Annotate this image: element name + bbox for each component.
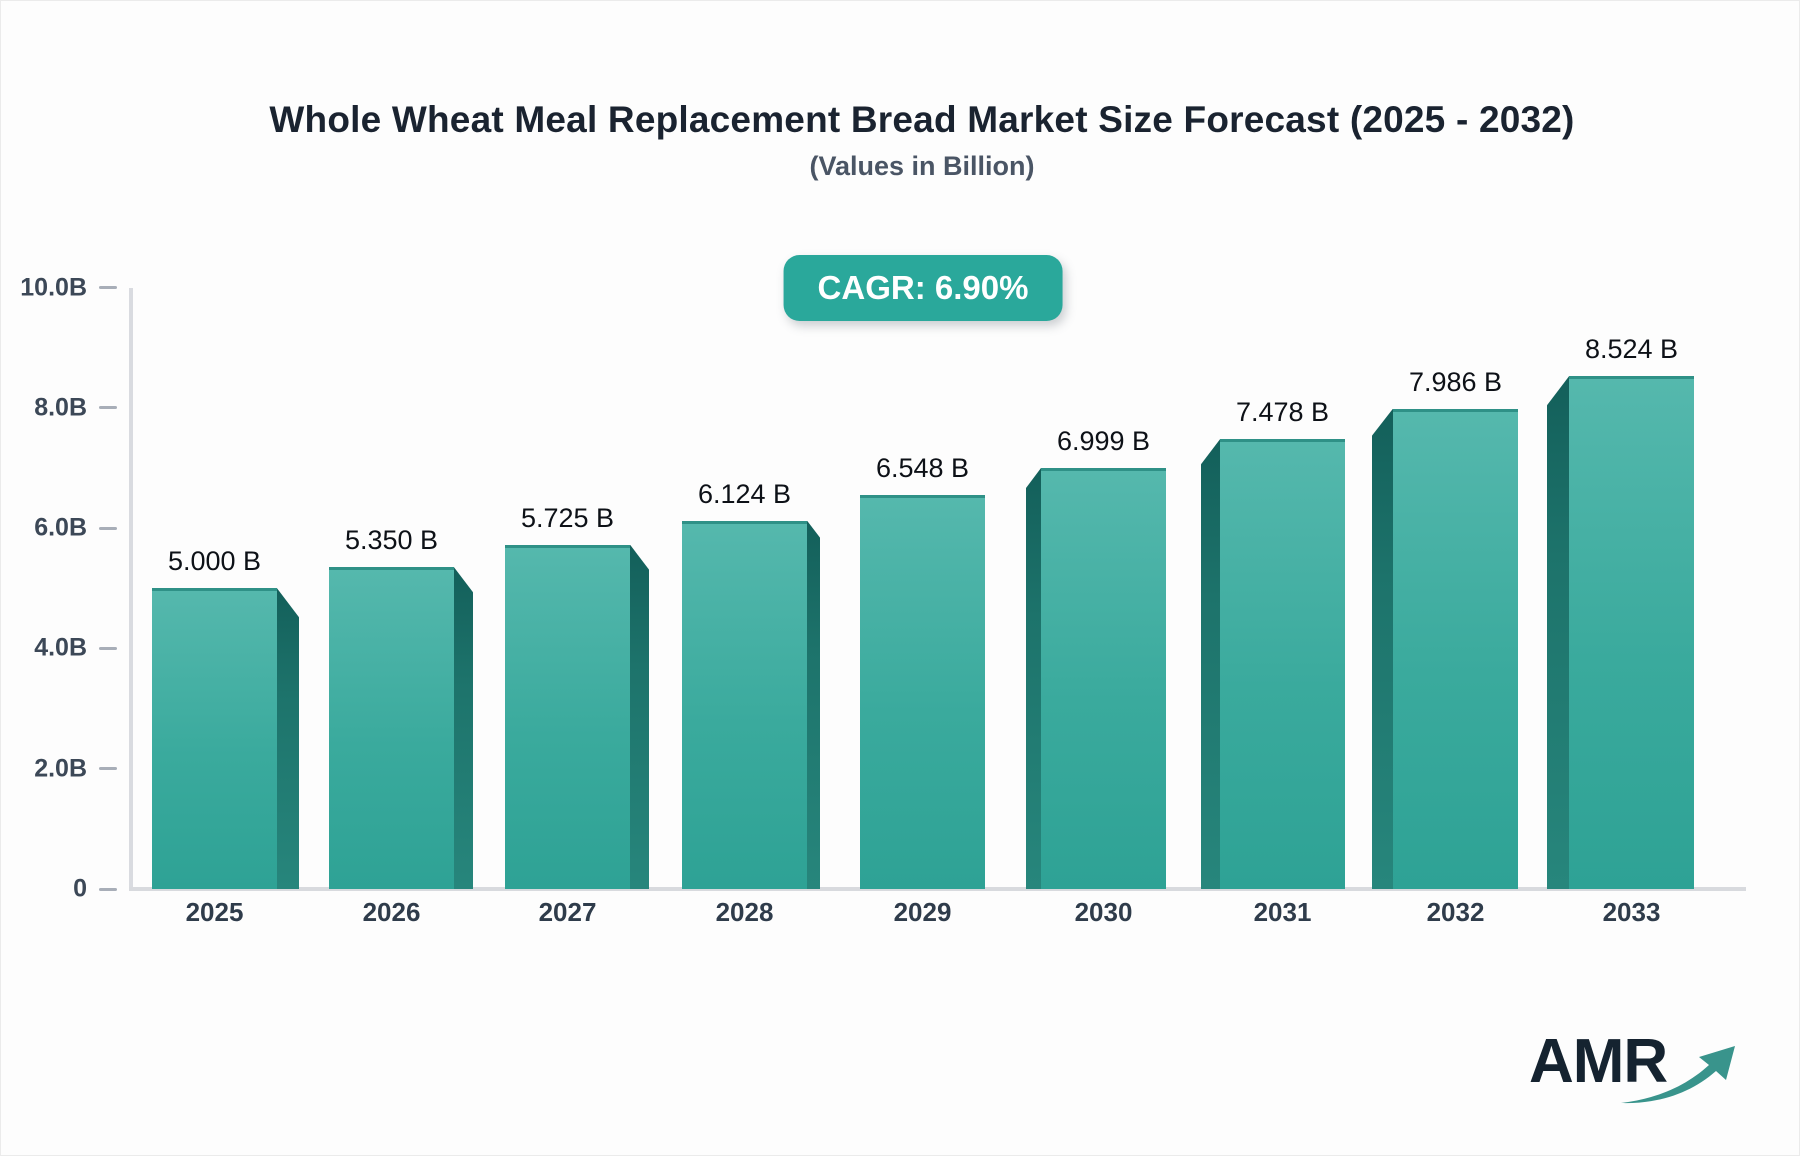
- amr-logo-arrow-icon: [1621, 1046, 1735, 1104]
- x-axis-label: 2030: [1074, 897, 1133, 927]
- bar-front-face: [1393, 408, 1518, 889]
- bar-value-label: 8.524 B: [1584, 334, 1679, 365]
- bar-side-face: [630, 544, 649, 889]
- bar-side-face: [454, 567, 473, 889]
- y-tick-label: 0: [73, 874, 87, 903]
- y-tick-label: 4.0B: [34, 633, 87, 662]
- y-tick-mark: [99, 767, 117, 771]
- x-axis-label: 2033: [1602, 897, 1661, 927]
- y-tick-mark: [99, 406, 117, 410]
- bar-2025: [152, 588, 299, 889]
- bar-side-face: [1547, 376, 1569, 889]
- y-tick-mark: [99, 887, 117, 891]
- bar-side-face: [807, 520, 820, 889]
- bar-side-face: [1201, 439, 1220, 889]
- x-axis-label: 2031: [1253, 897, 1312, 927]
- y-tick-mark: [99, 286, 117, 289]
- bar-side-face: [277, 588, 299, 889]
- amr-logo: AMR: [1529, 1031, 1759, 1121]
- bar-front-face: [1569, 376, 1694, 889]
- x-axis-label: 2029: [893, 897, 952, 927]
- bar-value-label: 6.999 B: [1056, 426, 1151, 456]
- bar-2027: [505, 544, 649, 889]
- chart-title: Whole Wheat Meal Replacement Bread Marke…: [269, 99, 1575, 140]
- x-axis-line: [129, 887, 1746, 891]
- y-tick-mark: [99, 646, 117, 650]
- bar-front-face: [1220, 439, 1345, 889]
- y-tick-label: 2.0B: [34, 754, 87, 783]
- bar-2032: [1372, 408, 1518, 889]
- bar-front-face: [329, 567, 454, 889]
- bar-front-face: [152, 588, 277, 889]
- bar-side-face: [1372, 408, 1393, 889]
- cagr-badge: CAGR: 6.90%: [783, 255, 1063, 321]
- bar-2033: [1547, 376, 1694, 889]
- bar-front-face: [682, 520, 807, 889]
- bar-value-label: 6.124 B: [697, 478, 792, 509]
- x-axis-label: 2032: [1426, 897, 1485, 927]
- bar-value-label: 7.986 B: [1408, 366, 1503, 397]
- bar-value-label: 5.350 B: [344, 525, 439, 556]
- bar-value-label: 5.000 B: [167, 546, 262, 577]
- bar-2029: [860, 495, 985, 889]
- y-tick-label: 6.0B: [34, 513, 87, 542]
- y-axis-line: [129, 287, 133, 891]
- bar-value-label: 5.725 B: [520, 502, 615, 533]
- y-tick-mark: [99, 526, 117, 530]
- bar-2031: [1201, 439, 1345, 889]
- bar-2026: [329, 567, 473, 889]
- x-axis-label: 2028: [715, 897, 774, 927]
- x-axis-label: 2025: [185, 897, 244, 927]
- x-axis-label: 2027: [538, 897, 597, 927]
- y-tick-label: 8.0B: [34, 393, 87, 422]
- bar-side-face: [1026, 468, 1041, 889]
- bar-front-face: [860, 495, 985, 889]
- amr-logo-text: AMR: [1529, 1027, 1668, 1096]
- bar-front-face: [505, 544, 630, 889]
- y-tick-label: 10.0B: [20, 273, 87, 301]
- bar-2028: [682, 520, 820, 889]
- bar-2030: [1026, 468, 1166, 889]
- bar-front-face: [1041, 468, 1166, 889]
- chart-subtitle: (Values in Billion): [809, 151, 1035, 181]
- bar-value-label: 7.478 B: [1235, 397, 1330, 428]
- x-axis-label: 2026: [362, 897, 421, 927]
- bar-value-label: 6.548 B: [875, 453, 970, 484]
